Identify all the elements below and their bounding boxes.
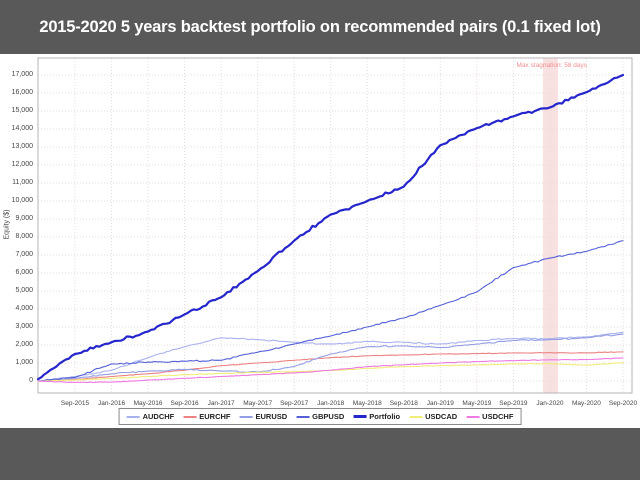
- legend-item-gbpusd: GBPUSD: [296, 412, 344, 421]
- series-line-audchf: [37, 331, 624, 382]
- x-tick-label: May-2016: [133, 400, 163, 407]
- legend-item-portfolio: Portfolio: [353, 412, 400, 421]
- y-tick-label: 14,000: [11, 125, 33, 132]
- series-line-gbpusd: [37, 240, 624, 382]
- legend-swatch-portfolio: [353, 415, 367, 418]
- legend-label: EURUSD: [255, 412, 288, 421]
- x-tick-label: Sep-2015: [60, 400, 90, 407]
- legend-label: USDCAD: [425, 412, 458, 421]
- plot-border: [37, 57, 633, 394]
- x-tick-label: Jan-2016: [97, 400, 126, 407]
- equity-chart: Equity ($) 0 1,000 2,000 3,000 4,000 5,000 6,0…: [0, 54, 640, 428]
- legend-swatch-audchf: [126, 415, 140, 418]
- x-tick-label: May-2020: [572, 400, 601, 407]
- legend-item-usdchf: USDCHF: [466, 412, 513, 421]
- bottom-bar: [0, 428, 640, 480]
- legend-label: EURCHF: [199, 412, 231, 421]
- legend-swatch-usdcad: [409, 415, 423, 418]
- legend-label: USDCHF: [482, 412, 514, 421]
- series-line-eurusd: [37, 333, 624, 382]
- x-tick-label: Sep-2017: [280, 400, 309, 407]
- chart-legend: AUDCHF EURCHF EURUSD GBPUSD Portfolio USDCAD U…: [118, 408, 522, 425]
- y-tick-label: 10,000: [11, 197, 33, 204]
- legend-label: AUDCHF: [142, 412, 175, 421]
- y-tick-label: 9,000: [15, 215, 33, 222]
- legend-label: GBPUSD: [312, 412, 345, 421]
- y-axis-title: Equity ($): [3, 209, 11, 240]
- y-tick-label: 4,000: [15, 305, 33, 312]
- title-bar: 2015-2020 5 years backtest portfolio on …: [0, 0, 640, 54]
- y-tick-label: 13,000: [11, 143, 33, 150]
- y-tick-label: 8,000: [15, 233, 33, 240]
- legend-swatch-eurchf: [183, 415, 197, 418]
- x-tick-label: Sep-2018: [389, 400, 418, 407]
- x-tick-label: Jan-2020: [536, 400, 564, 407]
- x-tick-label: Jan-2017: [207, 400, 235, 407]
- max-stagnation-annotation: Max stagnation: 58 days: [516, 62, 587, 69]
- x-tick-label: Jan-2019: [426, 400, 454, 407]
- x-tick-label: Sep-2019: [499, 400, 528, 407]
- y-tick-label: 16,000: [11, 89, 33, 96]
- y-tick-label: 0: [29, 377, 33, 384]
- x-tick-label: May-2017: [243, 400, 273, 407]
- y-tick-label: 6,000: [15, 269, 33, 276]
- x-tick-label: May-2019: [462, 400, 492, 407]
- legend-item-usdcad: USDCAD: [409, 412, 457, 421]
- y-tick-label: 11,000: [12, 179, 33, 186]
- x-tick-label: Sep-2020: [608, 400, 638, 407]
- legend-swatch-eurusd: [239, 415, 253, 418]
- plot-area: [36, 57, 633, 394]
- y-tick-label: 7,000: [15, 251, 33, 258]
- y-tick-label: 3,000: [15, 323, 33, 330]
- legend-swatch-usdchf: [466, 415, 480, 418]
- legend-item-audchf: AUDCHF: [126, 412, 175, 421]
- x-tick-label: Jan-2018: [317, 400, 345, 407]
- page-title: 2015-2020 5 years backtest portfolio on …: [39, 17, 601, 36]
- legend-item-eurchf: EURCHF: [183, 412, 230, 421]
- legend-swatch-gbpusd: [296, 415, 310, 418]
- legend-label: Portfolio: [369, 412, 401, 421]
- y-tick-label: 1,000: [15, 359, 33, 366]
- x-tick-label: May-2018: [352, 400, 382, 407]
- y-tick-label: 5,000: [15, 287, 33, 294]
- x-tick-label: Sep-2016: [170, 400, 199, 407]
- series-line-usdchf: [37, 357, 624, 384]
- y-tick-label: 12,000: [11, 161, 33, 168]
- y-tick-label: 15,000: [11, 107, 33, 114]
- series-line-portfolio: [36, 73, 625, 381]
- series-line-eurchf: [37, 351, 624, 382]
- y-tick-label: 17,000: [11, 71, 33, 78]
- legend-item-eurusd: EURUSD: [239, 412, 287, 421]
- y-tick-label: 2,000: [15, 341, 33, 348]
